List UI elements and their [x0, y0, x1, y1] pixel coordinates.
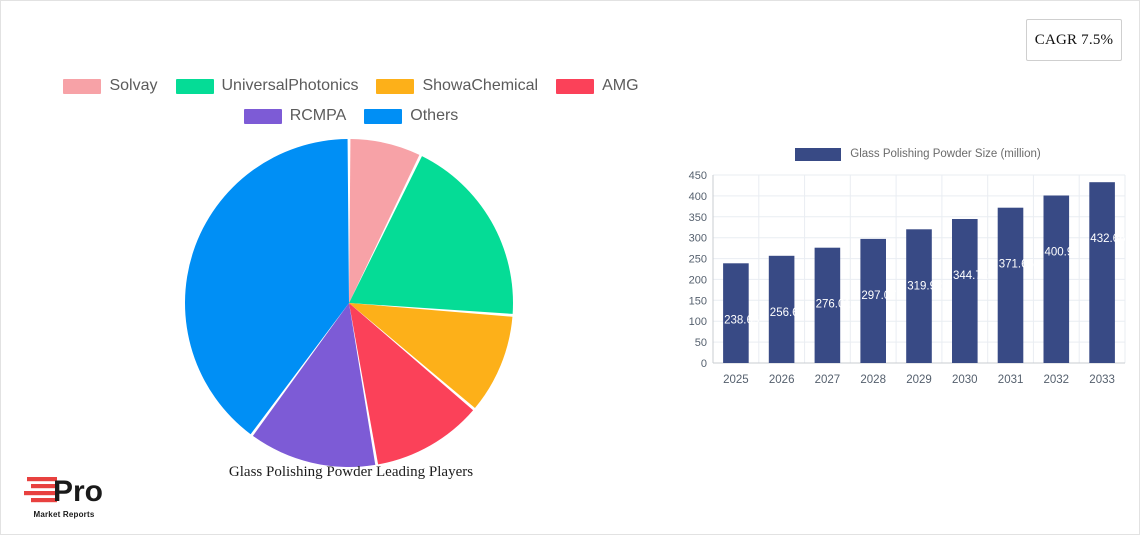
bar[interactable]	[997, 207, 1024, 363]
y-axis-tick-label: 50	[695, 337, 707, 349]
legend-item-rcmpa[interactable]: RCMPA	[243, 107, 347, 125]
legend-label-others: Others	[410, 107, 459, 124]
pie-slice[interactable]	[184, 139, 349, 435]
bar-value-label: 400.9	[1045, 247, 1074, 259]
legend-label-showachemical: ShowaChemical	[422, 77, 539, 94]
pie-chart-title: Glass Polishing Powder Leading Players	[228, 464, 474, 480]
legend-swatch-showachemical	[376, 78, 415, 94]
pie-legend-row-2: RCMPA Others	[1, 101, 701, 131]
x-axis-tick-label: 2025	[723, 374, 749, 386]
legend-swatch-universalphotonics	[175, 78, 214, 94]
x-axis-tick-label: 2029	[906, 374, 932, 386]
bar-chart-legend[interactable]: Glass Polishing Powder Size (million)	[707, 143, 1129, 165]
y-axis-tick-label: 100	[689, 316, 707, 328]
legend-item-universalphotonics[interactable]: UniversalPhotonics	[175, 77, 359, 95]
x-axis-tick-label: 2031	[998, 374, 1024, 386]
pie-chart-svg	[184, 139, 514, 467]
bar[interactable]	[814, 247, 841, 363]
brand-logo: Pro Market Reports	[15, 471, 115, 523]
bar[interactable]	[768, 255, 795, 363]
legend-item-showachemical[interactable]: ShowaChemical	[376, 77, 538, 95]
legend-item-amg[interactable]: AMG	[556, 77, 639, 95]
x-axis-tick-label: 2026	[769, 374, 795, 386]
bar-value-label: 297.07	[861, 290, 896, 302]
y-axis-tick-label: 200	[689, 274, 707, 286]
pie-slice[interactable]	[349, 303, 513, 409]
bar[interactable]	[723, 263, 749, 363]
y-axis-tick-label: 150	[689, 295, 707, 307]
pie-chart	[183, 137, 515, 469]
pie-slice[interactable]	[349, 139, 420, 303]
cagr-badge: CAGR 7.5%	[1026, 19, 1122, 61]
y-axis-tick-label: 250	[689, 254, 707, 266]
pie-slice[interactable]	[349, 303, 474, 465]
legend-item-solvay[interactable]: Solvay	[63, 77, 158, 95]
bar-chart-y-axis: 0 50 100 150 200 250 300 350 400 450	[689, 170, 707, 370]
bar-chart: Glass Polishing Powder Size (million) 0 5…	[677, 143, 1129, 411]
x-axis-tick-label: 2027	[815, 374, 841, 386]
bar-value-label: 238.65	[724, 314, 759, 326]
bar-value-label: 319.92	[907, 280, 942, 292]
bar-value-label: 371.65	[999, 259, 1034, 271]
y-axis-tick-label: 450	[689, 170, 707, 182]
pie-slice-group	[184, 139, 514, 467]
bar[interactable]	[952, 219, 978, 363]
bar-value-label: 276.01	[816, 299, 851, 311]
x-axis-tick-label: 2032	[1044, 374, 1070, 386]
legend-swatch-amg	[556, 78, 595, 94]
bar-legend-label: Glass Polishing Powder Size (million)	[850, 148, 1041, 160]
y-axis-tick-label: 350	[689, 212, 707, 224]
brand-logo-mark: Pro	[24, 475, 103, 508]
bar-value-label: 432.66	[1090, 233, 1125, 245]
bar[interactable]	[1089, 182, 1115, 363]
legend-swatch-others	[364, 108, 403, 124]
x-axis-tick-label: 2030	[952, 374, 978, 386]
y-axis-tick-label: 300	[689, 233, 707, 245]
logo-bars-icon	[24, 477, 57, 503]
bar-value-label: 256.6	[770, 307, 799, 319]
pie-legend-row-1: Solvay UniversalPhotonics ShowaChemical …	[1, 71, 701, 101]
legend-label-solvay: Solvay	[109, 77, 158, 94]
bar-chart-bars: 238.65 256.6 276.01 297.07 319.92 344.72 371.6…	[723, 182, 1125, 363]
legend-label-amg: AMG	[602, 77, 639, 94]
y-axis-tick-label: 0	[701, 358, 707, 370]
y-axis-tick-label: 400	[689, 191, 707, 203]
pie-legend: Solvay UniversalPhotonics ShowaChemical …	[1, 71, 701, 131]
bar[interactable]	[1043, 195, 1070, 364]
bar[interactable]	[906, 229, 932, 363]
pie-slice[interactable]	[252, 303, 376, 467]
bar[interactable]	[860, 238, 886, 363]
bar-chart-x-axis: 2025 2026 2027 2028 2029 2030 2031 2032 2033	[723, 374, 1115, 386]
legend-swatch-rcmpa	[243, 108, 282, 124]
bar-value-label: 344.72	[953, 270, 988, 282]
legend-item-others[interactable]: Others	[364, 107, 458, 125]
x-axis-tick-label: 2033	[1089, 374, 1115, 386]
legend-label-rcmpa: RCMPA	[289, 107, 347, 124]
logo-tagline: Market Reports	[33, 510, 95, 519]
logo-wordmark: Pro	[53, 475, 103, 508]
x-axis-tick-label: 2028	[860, 374, 886, 386]
bar-legend-swatch	[795, 147, 842, 161]
pie-slice[interactable]	[349, 156, 514, 314]
legend-swatch-solvay	[63, 78, 102, 94]
legend-label-universalphotonics: UniversalPhotonics	[221, 77, 359, 94]
cagr-badge-label: CAGR 7.5%	[1034, 31, 1114, 48]
